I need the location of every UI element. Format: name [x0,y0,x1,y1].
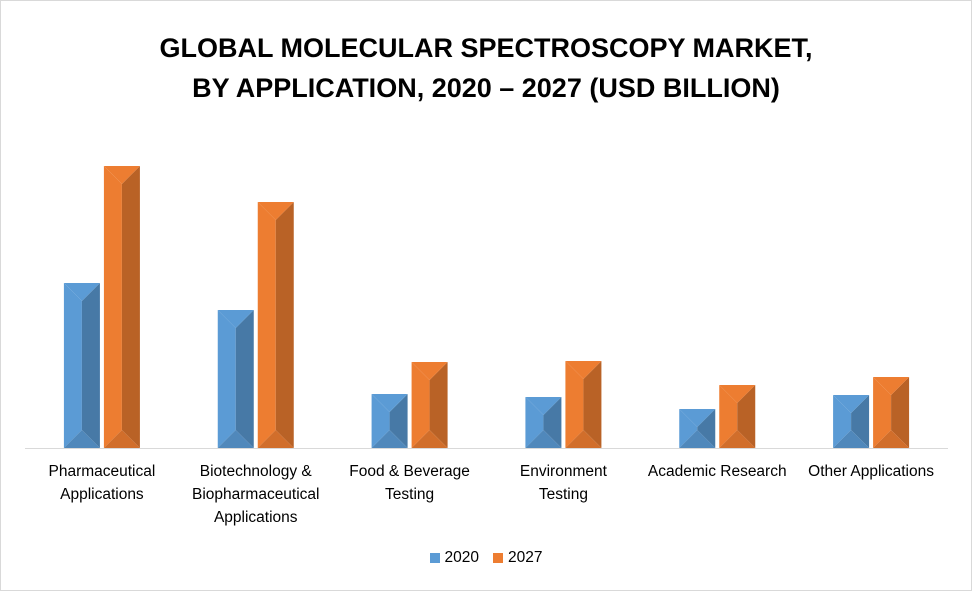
bar-bottom-bevel [103,430,140,448]
bar-2020-3 [525,397,562,448]
bar-face-right [429,362,448,448]
legend-item-2027: 2027 [493,549,542,567]
bar-face-left [411,362,430,448]
bar-face-right [583,361,602,448]
bar-bottom-bevel [257,430,294,448]
bar-bottom-bevel [371,430,408,448]
bar-face-left [679,409,698,448]
bar-face-left [525,397,544,448]
bar-2020-2 [371,394,408,448]
category-label-line: Environment [519,463,607,480]
bar-2020-1 [217,310,254,448]
bar-face-right [81,283,100,448]
legend-swatch-2027 [493,553,503,563]
bar-2027-1 [257,202,294,448]
bar-bottom-bevel [525,430,562,448]
category-label-0: Pharmaceutical Applications [22,460,182,506]
chart-title: GLOBAL MOLECULAR SPECTROSCOPY MARKET, BY… [0,28,972,108]
bar-face-right [851,395,870,448]
category-label-3: Environment Testing [483,460,643,506]
chart-title-line-1: GLOBAL MOLECULAR SPECTROSCOPY MARKET, [159,33,813,63]
category-label-line: Food & Beverage [349,463,470,480]
category-label-1: Biotechnology & Biopharmaceutical Applicat… [176,460,336,529]
bar-top-bevel [525,397,562,415]
bar-2027-4 [719,385,756,448]
bar-face-right [121,166,140,448]
legend-swatch-2020 [429,553,440,563]
bar-top-bevel [103,166,140,184]
legend-label-2020: 2020 [444,549,479,566]
bar-top-bevel [371,394,408,412]
bar-face-left [833,395,852,448]
category-label-line: Testing [385,486,435,503]
chart-title-line-2: BY APPLICATION, 2020 – 2027 (USD BILLION… [192,73,780,103]
bar-top-bevel [63,283,100,301]
bar-top-bevel [565,361,602,379]
category-label-4: Academic Research [637,460,797,483]
bar-top-bevel [873,377,910,395]
category-label-5: Other Applications [791,460,951,483]
bar-face-right [737,385,756,448]
bar-top-bevel [257,202,294,220]
bar-face-left [565,361,584,448]
bar-bottom-bevel [833,430,870,448]
bar-face-left [257,202,276,448]
bar-2020-0 [63,283,100,448]
category-label-line: Applications [60,486,144,503]
category-label-line: Other Applications [808,463,934,480]
bar-face-left [217,310,236,448]
bar-2027-5 [873,377,910,448]
bar-top-bevel [411,362,448,380]
category-label-line: Testing [538,486,588,503]
bar-2020-4 [679,409,716,448]
bar-top-bevel [719,385,756,403]
category-label-line: Biopharmaceutical [191,486,320,503]
bar-bottom-bevel [63,430,100,448]
legend-item-2020: 2020 [429,549,479,567]
bar-2027-2 [411,362,448,448]
bar-top-bevel [833,395,870,413]
bar-face-left [63,283,82,448]
legend: 2020 2027 [0,549,972,567]
bar-face-left [103,166,122,448]
bar-face-left [719,385,738,448]
bar-2027-0 [103,166,140,448]
bar-face-right [275,202,294,448]
bar-bottom-bevel [411,430,448,448]
bar-2027-3 [565,361,602,448]
category-label-2: Food & Beverage Testing [330,460,490,506]
bar-top-bevel [217,310,254,328]
bar-face-left [873,377,892,448]
bar-face-right [543,397,562,448]
bar-2020-5 [833,395,870,448]
bar-top-bevel [679,409,716,427]
category-label-line: Academic Research [647,463,787,480]
bar-bottom-bevel [679,430,716,448]
bars-group [63,166,910,448]
bar-face-right [235,310,254,448]
bar-bottom-bevel [217,430,254,448]
category-label-line: Biotechnology & [199,463,312,480]
bar-face-right [697,409,716,448]
bar-bottom-bevel [719,430,756,448]
bar-face-right [891,377,910,448]
bar-bottom-bevel [873,430,910,448]
bar-bottom-bevel [565,430,602,448]
legend-label-2027: 2027 [508,549,543,566]
category-label-line: Applications [213,509,298,526]
category-label-line: Pharmaceutical [48,463,156,480]
